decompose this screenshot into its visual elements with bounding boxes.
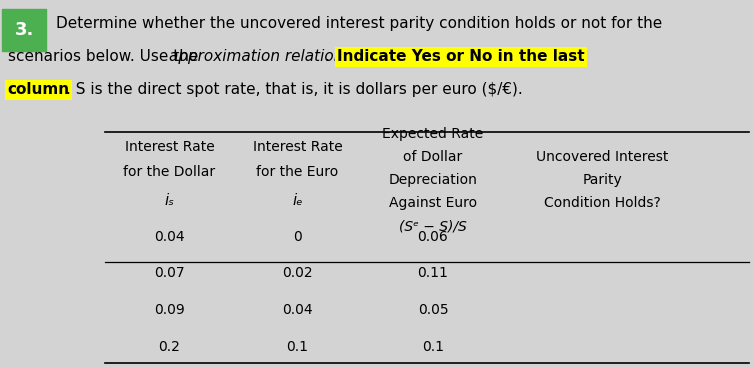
Text: for the Euro: for the Euro xyxy=(256,166,339,179)
Text: 0.07: 0.07 xyxy=(154,266,184,280)
Text: 0.04: 0.04 xyxy=(154,230,184,244)
Text: column: column xyxy=(8,83,70,97)
Text: 0.02: 0.02 xyxy=(282,266,312,280)
Text: 0.04: 0.04 xyxy=(282,303,312,317)
Text: Depreciation: Depreciation xyxy=(389,173,477,187)
Text: iₑ: iₑ xyxy=(292,193,303,208)
Text: 0.2: 0.2 xyxy=(158,340,181,354)
Text: 0.1: 0.1 xyxy=(422,340,444,354)
Text: 0.05: 0.05 xyxy=(418,303,448,317)
Text: of Dollar: of Dollar xyxy=(404,150,462,164)
Text: Condition Holds?: Condition Holds? xyxy=(544,196,661,210)
Text: 0: 0 xyxy=(293,230,302,244)
Text: .: . xyxy=(325,50,335,64)
Text: Interest Rate: Interest Rate xyxy=(124,140,215,154)
Text: 0.11: 0.11 xyxy=(417,266,449,280)
Text: Uncovered Interest: Uncovered Interest xyxy=(536,150,669,164)
Text: 0.09: 0.09 xyxy=(154,303,184,317)
Text: approximation relationship: approximation relationship xyxy=(169,50,374,64)
Text: 0.1: 0.1 xyxy=(286,340,309,354)
Text: Parity: Parity xyxy=(583,173,622,187)
Text: 3.: 3. xyxy=(14,21,34,39)
Text: iₛ: iₛ xyxy=(164,193,175,208)
Text: 0.06: 0.06 xyxy=(418,230,448,244)
Text: Expected Rate: Expected Rate xyxy=(383,127,483,141)
Text: for the Dollar: for the Dollar xyxy=(123,166,215,179)
Text: Against Euro: Against Euro xyxy=(389,196,477,210)
Text: (Sᵉ − S)/S: (Sᵉ − S)/S xyxy=(399,219,467,233)
Text: Indicate Yes or No in the last: Indicate Yes or No in the last xyxy=(337,50,585,64)
Text: Interest Rate: Interest Rate xyxy=(252,140,343,154)
Text: . S is the direct spot rate, that is, it is dollars per euro ($/€).: . S is the direct spot rate, that is, it… xyxy=(66,83,523,97)
Text: Determine whether the uncovered interest parity condition holds or not for the: Determine whether the uncovered interest… xyxy=(56,17,663,31)
FancyBboxPatch shape xyxy=(2,9,46,51)
Text: scenarios below. Use the: scenarios below. Use the xyxy=(8,50,203,64)
